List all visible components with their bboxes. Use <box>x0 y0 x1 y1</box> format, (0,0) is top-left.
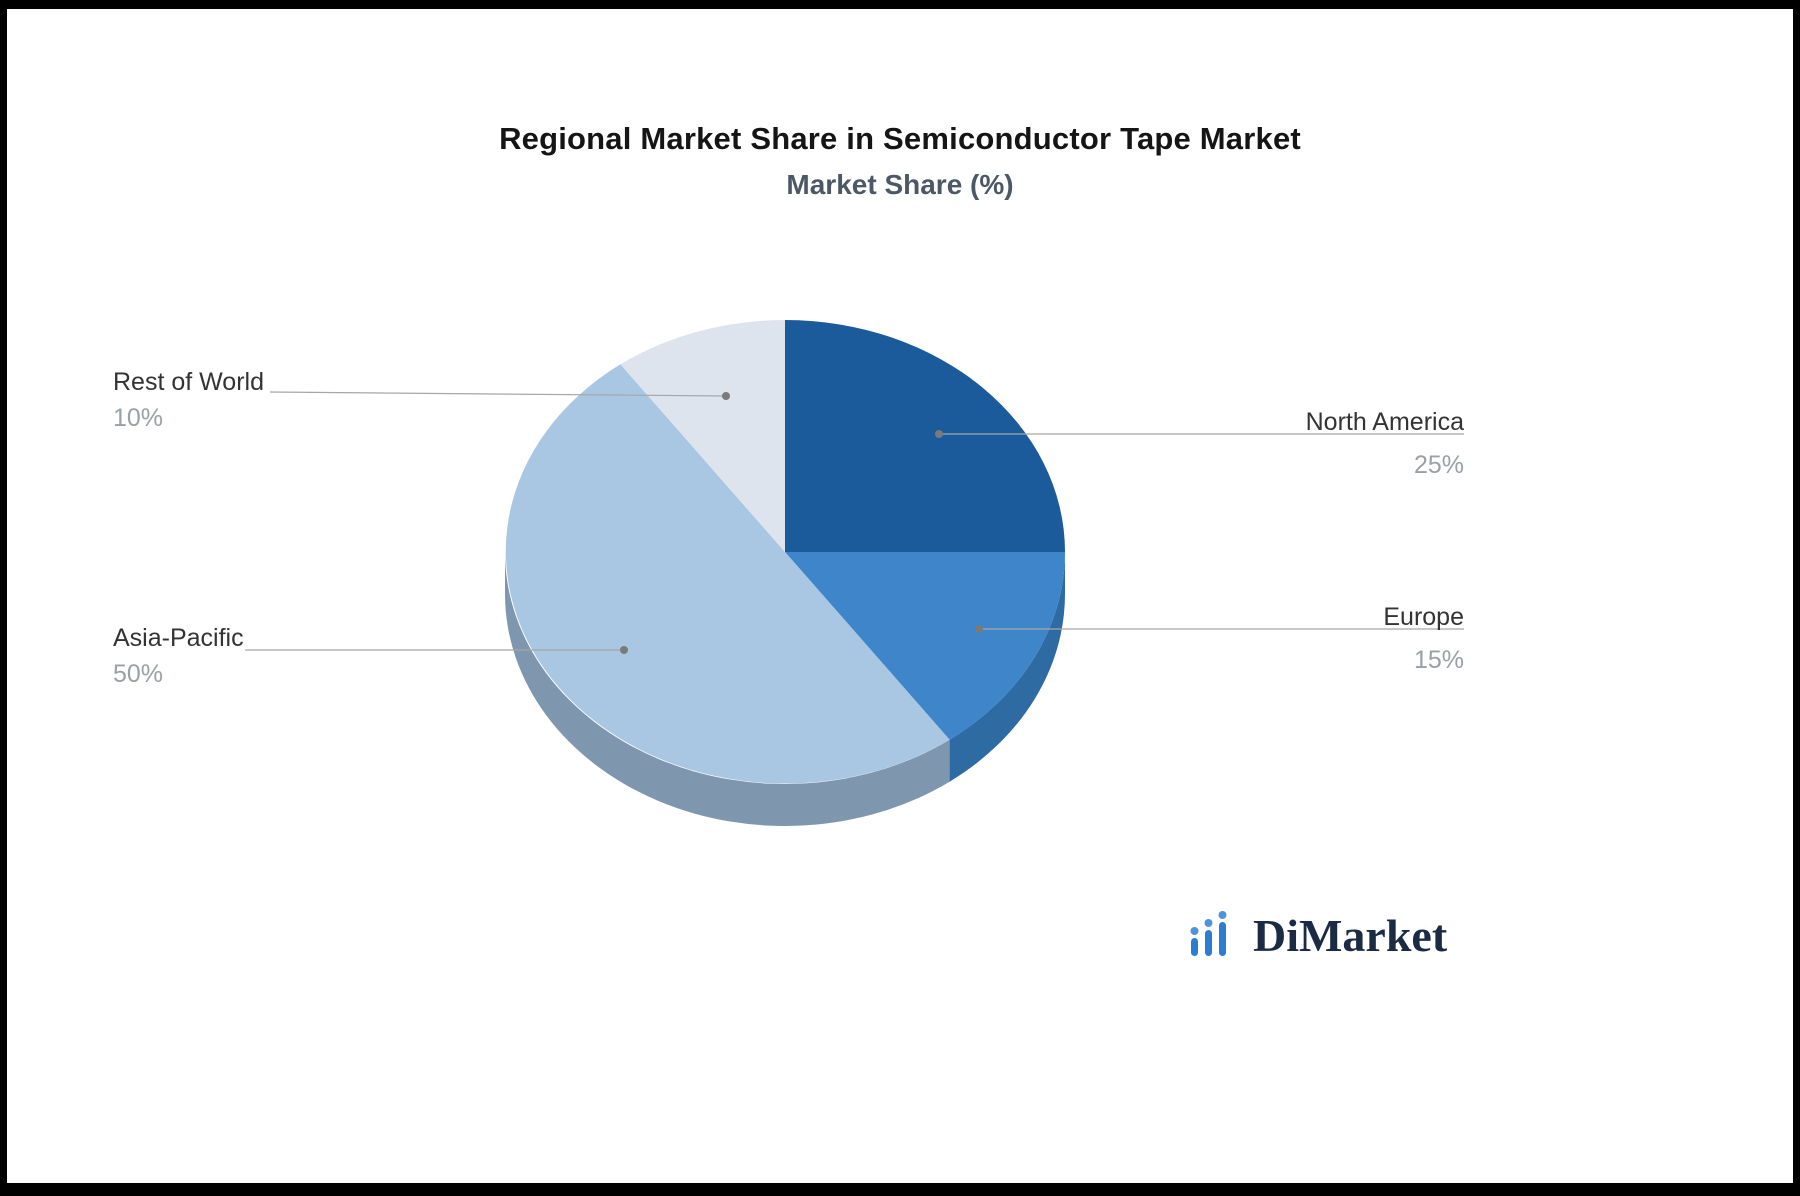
pie-slice-rest-of-world[interactable] <box>620 320 785 552</box>
pie-top-faces <box>505 320 1065 784</box>
callout-label: North America <box>1305 408 1464 436</box>
callout-label: Europe <box>1383 603 1464 631</box>
page-frame: Regional Market Share in Semiconductor T… <box>7 9 1793 1183</box>
callout-label: Rest of World <box>113 368 264 396</box>
pie-slice-north-america[interactable] <box>785 320 1065 552</box>
pie-slice-side-europe <box>949 552 1065 782</box>
bar-chart-logo-icon <box>1190 910 1227 956</box>
pie-slice-europe[interactable] <box>785 552 1065 740</box>
leader-lines <box>245 391 1464 651</box>
callout-value: 25% <box>1413 451 1464 479</box>
leader-dot-rest-of-world <box>722 392 730 400</box>
pie-slice-side-asia-pacific <box>505 552 950 826</box>
callout-rest-of-world: Rest of World 10% <box>113 367 513 434</box>
pie-chart-svg <box>245 320 1464 826</box>
brand-name: DiMarket <box>1253 910 1448 961</box>
pie-slice-asia-pacific[interactable] <box>505 364 950 784</box>
callout-north-america: North America 25% <box>1107 407 1464 481</box>
pie-walls <box>505 552 1065 826</box>
callout-value: 50% <box>113 660 164 688</box>
leader-dots <box>620 392 983 654</box>
leader-dot-asia-pacific <box>620 646 628 654</box>
callout-europe: Europe 15% <box>1107 602 1464 676</box>
leader-line-rest-of-world <box>269 391 727 397</box>
callout-asia-pacific: Asia-Pacific 50% <box>113 623 513 690</box>
callout-value: 10% <box>113 404 164 432</box>
chart-subtitle: Market Share (%) <box>786 169 1014 200</box>
brand-logo: DiMarket <box>1187 909 1447 962</box>
chart-title: Regional Market Share in Semiconductor T… <box>499 121 1301 156</box>
leader-dot-europe <box>975 625 983 633</box>
callout-value: 15% <box>1413 646 1464 674</box>
leader-dot-north-america <box>935 430 943 438</box>
callout-label: Asia-Pacific <box>113 624 244 652</box>
